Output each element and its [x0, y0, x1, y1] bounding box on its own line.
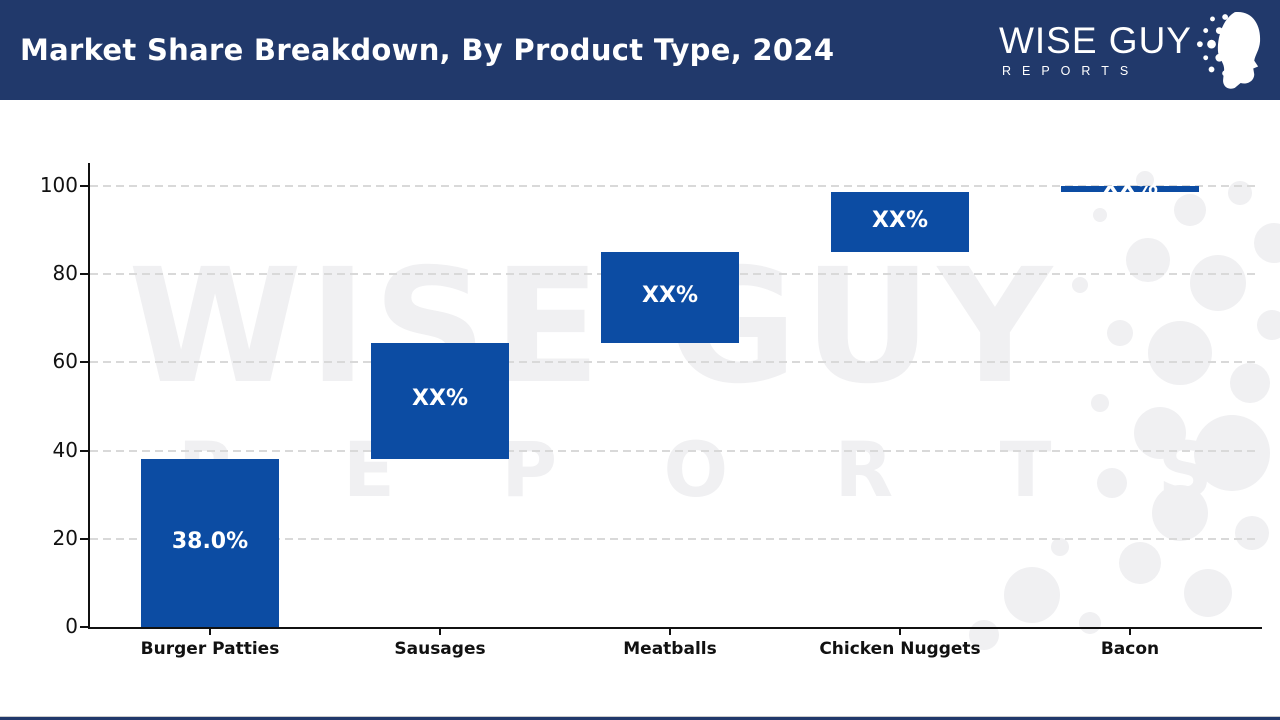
bar-value-label: XX%: [412, 386, 468, 412]
x-tick-mark-burger-patties: [209, 629, 211, 635]
y-tick-mark-100: [80, 185, 88, 187]
brand-logo: WISE GUY REPORTS: [999, 8, 1262, 92]
y-tick-label-0: 0: [65, 614, 78, 638]
bar-value-label: XX%: [1102, 186, 1158, 192]
y-tick-mark-80: [80, 273, 88, 276]
footer-bar: [0, 717, 1280, 720]
y-tick-label-60: 60: [52, 349, 78, 374]
y-tick-mark-40: [80, 449, 88, 452]
gridline-20: [90, 537, 1255, 540]
bar-sausages: XX%: [371, 342, 509, 460]
bar-value-label: 38.0%: [171, 528, 249, 554]
y-tick-label-100: 100: [39, 173, 78, 197]
bar-meatballs: XX%: [601, 252, 739, 343]
gridline-40: [90, 449, 1255, 452]
logo-wordmark: WISE GUY REPORTS: [999, 22, 1192, 78]
x-tick-mark-bacon: [1129, 629, 1131, 635]
gridline-60: [90, 361, 1255, 364]
x-category-label-burger-patties: Burger Patties: [140, 639, 280, 659]
page-title: Market Share Breakdown, By Product Type,…: [20, 33, 835, 67]
header-bar: Market Share Breakdown, By Product Type,…: [0, 0, 1280, 100]
logo-face-icon: [1196, 11, 1261, 89]
x-category-label-bacon: Bacon: [1100, 639, 1160, 659]
y-tick-mark-0: [80, 626, 88, 628]
y-tick-mark-20: [80, 537, 88, 540]
x-category-label-sausages: Sausages: [394, 639, 486, 659]
bar-burger-patties: 38.0%: [141, 459, 279, 627]
x-category-label-meatballs: Meatballs: [623, 639, 717, 659]
x-axis-line: [88, 627, 1262, 629]
x-tick-mark-sausages: [439, 629, 441, 635]
bar-chicken-nuggets: XX%: [831, 192, 969, 253]
watermark-text: WISE GUY: [128, 235, 1059, 419]
watermark-text-reports: R E P O R T S: [178, 425, 1253, 514]
bar-value-label: XX%: [872, 207, 928, 233]
y-tick-label-40: 40: [52, 437, 78, 462]
y-axis-line: [88, 163, 90, 629]
y-tick-label-80: 80: [52, 261, 78, 286]
x-category-label-chicken-nuggets: Chicken Nuggets: [819, 639, 981, 659]
gridline-100: [90, 185, 1255, 187]
logo-subtitle: REPORTS: [1001, 64, 1140, 78]
bar-bacon: XX%: [1061, 186, 1199, 193]
watermark-face-icon: [969, 171, 1280, 650]
x-tick-mark-chicken-nuggets: [899, 629, 901, 635]
logo-name: WISE GUY: [998, 20, 1192, 61]
plot-area: 0 20 40 60 80 100 38.0% Burger Patties XX% Sausag…: [0, 100, 1280, 720]
figure-bottom-border: [0, 716, 1280, 717]
x-tick-mark-meatballs: [669, 629, 671, 635]
y-tick-mark-60: [80, 361, 88, 364]
y-tick-label-20: 20: [52, 525, 78, 550]
bar-value-label: XX%: [642, 282, 698, 308]
chart-canvas: WISE GUY R E P O R T S 0 20 40 60 80 100 38.0%…: [0, 100, 1280, 720]
